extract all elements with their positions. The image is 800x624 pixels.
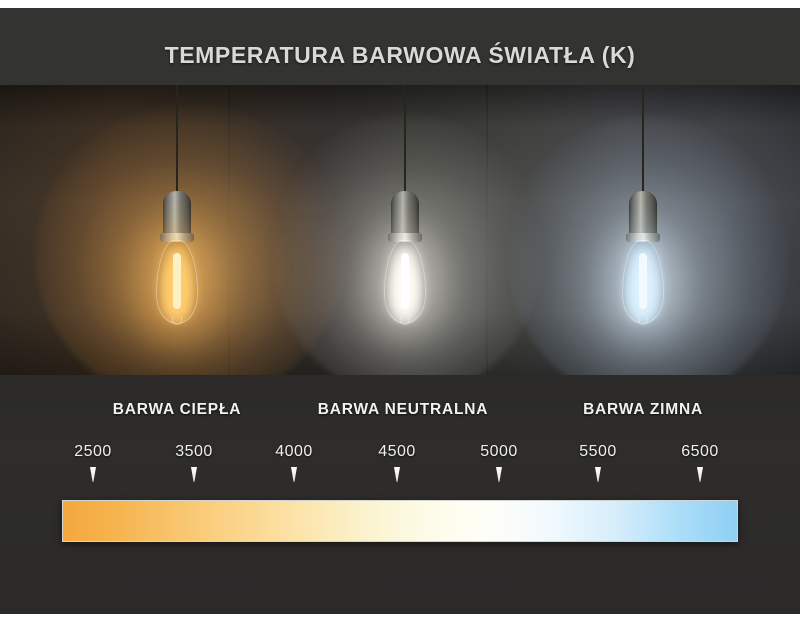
gradient-fill (63, 501, 737, 541)
bulb-cord (176, 85, 178, 193)
bulbs-photo (0, 85, 800, 375)
bulb-socket (629, 191, 657, 238)
scale-tick-2500 (90, 467, 96, 482)
wall-seam-right (486, 85, 488, 375)
bulb-filament (173, 253, 181, 309)
wall-seam-left (228, 85, 230, 375)
bulb-tip (400, 317, 410, 325)
top-margin-strip (0, 0, 800, 8)
bulb-tip (172, 317, 182, 325)
bulb-socket (163, 191, 191, 238)
scale-value-3500: 3500 (175, 443, 213, 460)
bulb-filament (639, 253, 647, 309)
scale-value-2500: 2500 (74, 443, 112, 460)
category-label-cold: BARWA ZIMNA (583, 401, 703, 418)
bulb-filament (401, 253, 409, 309)
bulb-collar (160, 233, 194, 242)
scale-tick-3500 (191, 467, 197, 482)
category-label-neutral: BARWA NEUTRALNA (317, 401, 489, 418)
scale-section: BARWA CIEPŁA BARWA NEUTRALNA BARWA ZIMNA… (0, 375, 800, 614)
page-title: TEMPERATURA BARWOWA ŚWIATŁA (K) (164, 42, 636, 68)
bulb-cord (642, 85, 644, 193)
scale-value-5000: 5000 (480, 443, 518, 460)
category-label-warm: BARWA CIEPŁA (112, 401, 242, 418)
title-band: TEMPERATURA BARWOWA ŚWIATŁA (K) (0, 8, 800, 85)
scale-value-4500: 4500 (378, 443, 416, 460)
scale-tick-5000 (496, 467, 502, 482)
bulb-socket (391, 191, 419, 238)
bulb-collar (388, 233, 422, 242)
scale-tick-6500 (697, 467, 703, 482)
scale-tick-4000 (291, 467, 297, 482)
scale-value-4000: 4000 (275, 443, 313, 460)
scale-value-6500: 6500 (681, 443, 719, 460)
scale-tick-5500 (595, 467, 601, 482)
infographic-panel: TEMPERATURA BARWOWA ŚWIATŁA (K) (0, 8, 800, 614)
bulb-collar (626, 233, 660, 242)
bottom-margin-strip (0, 614, 800, 624)
color-temperature-gradient-bar (62, 500, 738, 542)
scale-value-5500: 5500 (579, 443, 617, 460)
scale-tick-4500 (394, 467, 400, 482)
bulb-cord (404, 85, 406, 193)
bulb-tip (638, 317, 648, 325)
